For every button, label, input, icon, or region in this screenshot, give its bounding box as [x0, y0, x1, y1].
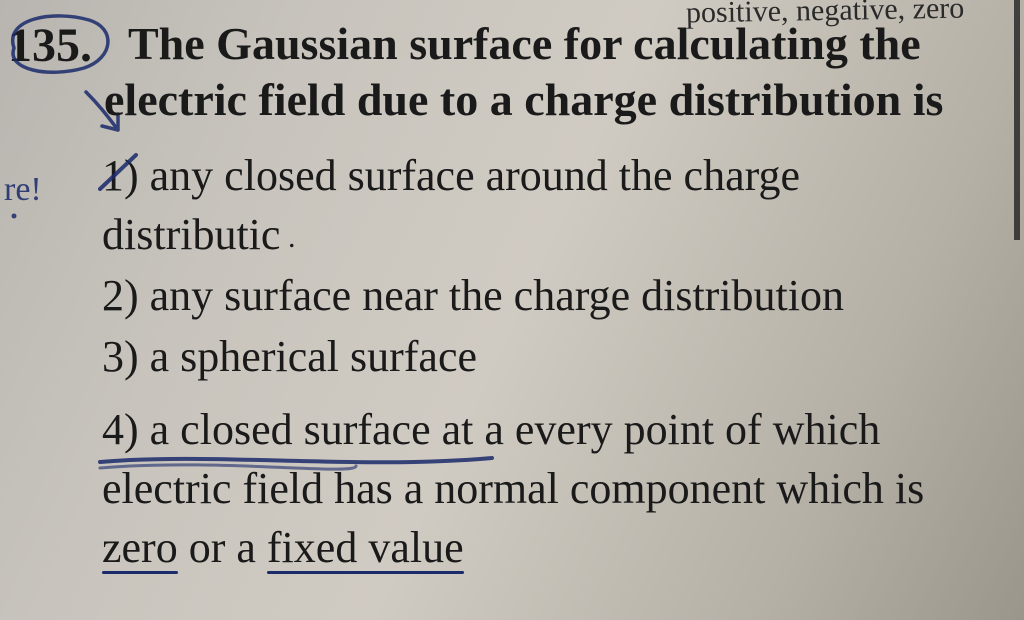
pen-handwriting-icon: re! — [0, 160, 60, 230]
option-1-text-a: any closed surface around the charge — [150, 151, 800, 200]
option-3-number: 3) — [102, 332, 139, 381]
option-4-mid: or a — [178, 523, 267, 572]
option-4-text-b: electric field has a normal component wh… — [102, 461, 1002, 516]
option-1-number: 1) — [102, 151, 150, 200]
option-2-text: any surface near the charge distribution — [150, 271, 844, 320]
options-block: 1) any closed surface around the charge … — [102, 148, 1002, 579]
option-4: 4) a closed surface at a every point of … — [102, 402, 1002, 457]
option-4-number: 4) — [102, 405, 139, 454]
option-1-text-b-span: distributic — [102, 210, 280, 259]
option-1-number-text: 1) — [102, 151, 139, 200]
option-4-zero: zero — [102, 523, 178, 572]
option-4-text-c: zero or a fixed value — [102, 520, 1002, 575]
question-line-2: electric field due to a charge distribut… — [104, 72, 996, 128]
question-number-wrap: 135. — [8, 18, 92, 73]
option-3-text: a spherical surface — [150, 332, 477, 381]
pen-mark-text: re! — [4, 171, 42, 208]
page: positive, negative, zero 135. re! The Ga… — [0, 0, 1024, 620]
option-4-text-a: a closed surface at a every point of whi… — [150, 405, 881, 454]
option-4-fixed: fixed value — [267, 523, 464, 572]
option-3: 3) a spherical surface — [102, 329, 1002, 384]
question-text: The Gaussian surface for calculating the… — [128, 16, 996, 128]
truncated-dot-icon: . — [280, 221, 295, 254]
option-1-text-b: distributic . — [102, 207, 1002, 262]
question-number: 135. — [8, 18, 92, 73]
page-right-border — [1014, 0, 1020, 240]
question-line-1: The Gaussian surface for calculating the — [128, 16, 996, 72]
option-2-number: 2) — [102, 271, 139, 320]
option-2: 2) any surface near the charge distribut… — [102, 268, 1002, 323]
option-1: 1) any closed surface around the charge — [102, 148, 1002, 203]
option-3-text-span: a spherical surface — [150, 332, 477, 381]
